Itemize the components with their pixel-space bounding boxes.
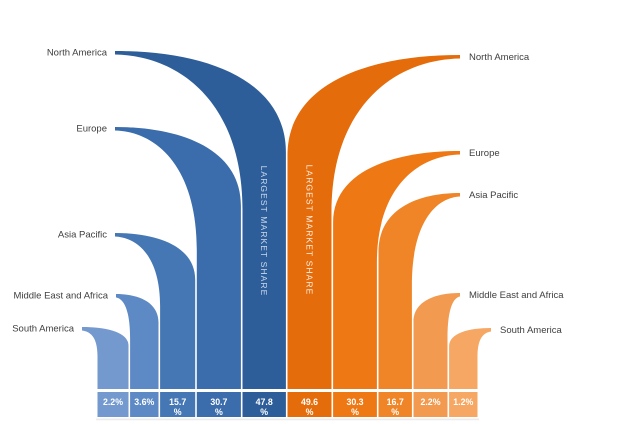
value-cell-left-europe <box>196 392 241 417</box>
region-label-right-north-america: North America <box>469 52 530 63</box>
swoosh-left-south-america <box>82 327 129 389</box>
value-cell-left-south-america <box>97 392 129 417</box>
value-label-right-north-america: 49.6 <box>301 397 318 407</box>
swoosh-right-middle-east-and-africa <box>413 293 460 389</box>
region-label-left-north-america: North America <box>47 48 108 59</box>
value-cell-left-asia-pacific <box>160 392 196 417</box>
value-label-left-north-america: 47.8 <box>256 397 273 407</box>
value-label-left-south-america: 2.2% <box>103 397 123 407</box>
region-label-right-middle-east-and-africa: Middle East and Africa <box>469 290 564 301</box>
value-label-left-europe: 30.7 <box>210 397 227 407</box>
value-label-right-europe: 30.3 <box>346 397 363 407</box>
center-label-left: LARGEST MARKET SHARE <box>259 166 269 297</box>
value-cell-right-middle-east-and-africa <box>413 392 448 417</box>
value-label-left-asia-pacific: % <box>174 407 182 417</box>
swoosh-left-middle-east-and-africa <box>116 294 159 389</box>
value-cell-right-asia-pacific <box>378 392 412 417</box>
swoosh-shapes <box>82 51 491 389</box>
swoosh-right-asia-pacific <box>378 193 460 389</box>
swoosh-left-asia-pacific <box>115 233 196 389</box>
value-row: 47.8%30.7%15.7%3.6%2.2% 49.6%30.3%16.7%2.… <box>97 392 478 417</box>
region-label-right-asia-pacific: Asia Pacific <box>469 190 518 201</box>
row-shadow <box>96 418 479 421</box>
value-label-left-north-america: % <box>260 407 268 417</box>
value-label-right-north-america: % <box>306 407 314 417</box>
value-cell-right-europe <box>333 392 377 417</box>
region-labels: North America Europe Asia Pacific Middle Ea… <box>12 48 564 337</box>
value-label-right-asia-pacific: % <box>391 407 399 417</box>
swoosh-right-europe <box>333 151 460 389</box>
value-cell-left-north-america <box>242 392 286 417</box>
value-cell-right-south-america <box>449 392 478 417</box>
value-cell-left-middle-east-and-africa <box>130 392 159 417</box>
region-label-right-europe: Europe <box>469 148 500 159</box>
value-label-right-middle-east-and-africa: 2.2% <box>420 397 440 407</box>
value-label-left-europe: % <box>215 407 223 417</box>
value-label-right-asia-pacific: 16.7 <box>387 397 404 407</box>
value-label-right-south-america: 1.2% <box>453 397 473 407</box>
region-label-right-south-america: South America <box>500 325 562 336</box>
region-label-left-south-america: South America <box>12 324 74 335</box>
region-label-left-europe: Europe <box>76 124 107 135</box>
value-label-left-asia-pacific: 15.7 <box>169 397 186 407</box>
swoosh-right-north-america <box>287 55 460 389</box>
swoosh-right-south-america <box>449 328 491 389</box>
value-cell-right-north-america <box>287 392 332 417</box>
value-label-right-europe: % <box>351 407 359 417</box>
region-label-left-asia-pacific: Asia Pacific <box>58 230 107 241</box>
region-label-left-middle-east-and-africa: Middle East and Africa <box>13 291 108 302</box>
center-label-right: LARGEST MARKET SHARE <box>305 165 315 296</box>
swoosh-left-north-america <box>115 51 286 389</box>
swoosh-left-europe <box>115 127 241 389</box>
value-label-left-middle-east-and-africa: 3.6% <box>134 397 154 407</box>
